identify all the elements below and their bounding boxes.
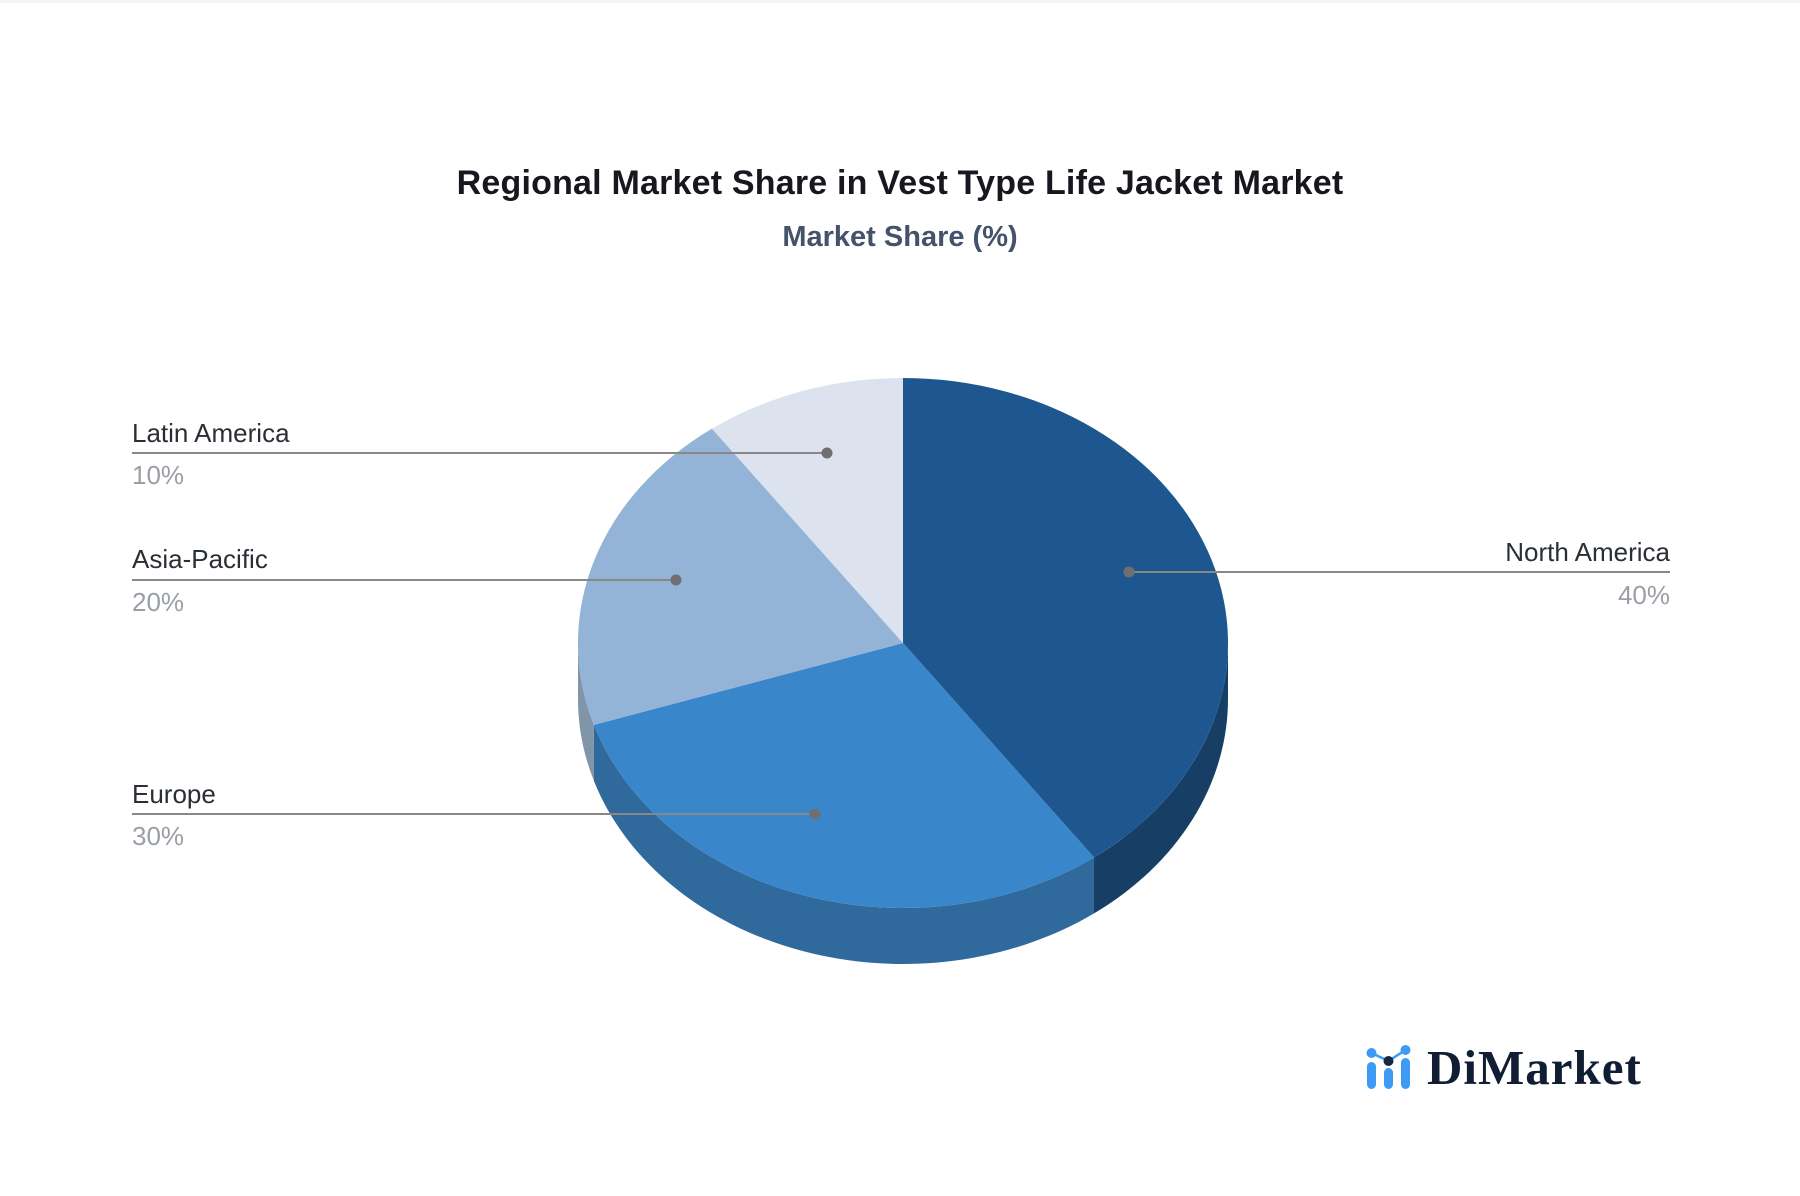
callout-label: Europe xyxy=(132,779,216,809)
pie-slice-side-asia-pacific xyxy=(578,643,594,781)
callout-latin-america: Latin America 10% xyxy=(132,418,833,490)
leader-dot xyxy=(670,574,682,586)
callout-north-america: North America 40% xyxy=(1123,537,1671,610)
pie-slice-side-europe xyxy=(593,724,1095,964)
pie-slice-europe xyxy=(593,643,1095,908)
pie-slice-north-america xyxy=(903,378,1229,858)
chart-subtitle: Market Share (%) xyxy=(782,221,1018,254)
pie-3d-slices xyxy=(578,378,1229,964)
pie-slice-latin-america xyxy=(711,378,903,643)
brand-logo-wordmark: DiMarket xyxy=(1427,1040,1642,1095)
top-edge-strip xyxy=(0,0,1800,3)
leader-dot xyxy=(1123,566,1135,578)
leader-dot xyxy=(809,808,821,820)
leader-dot xyxy=(821,447,833,459)
callout-europe: Europe 30% xyxy=(132,779,821,851)
callout-label: North America xyxy=(1505,537,1670,567)
brand-logo: DiMarket xyxy=(1364,1042,1642,1092)
chart-title: Regional Market Share in Vest Type Life … xyxy=(456,163,1344,202)
callout-value: 20% xyxy=(132,587,184,617)
callout-value: 10% xyxy=(132,460,184,490)
callout-asia-pacific: Asia-Pacific 20% xyxy=(132,544,682,617)
bar-chart-logo-icon xyxy=(1366,1045,1411,1089)
callout-value: 40% xyxy=(1618,580,1670,610)
callout-label: Latin America xyxy=(132,418,290,448)
callout-label: Asia-Pacific xyxy=(132,544,268,574)
pie-slice-side-north-america xyxy=(1094,643,1228,914)
pie-slice-asia-pacific xyxy=(578,428,903,725)
callout-value: 30% xyxy=(132,821,184,851)
